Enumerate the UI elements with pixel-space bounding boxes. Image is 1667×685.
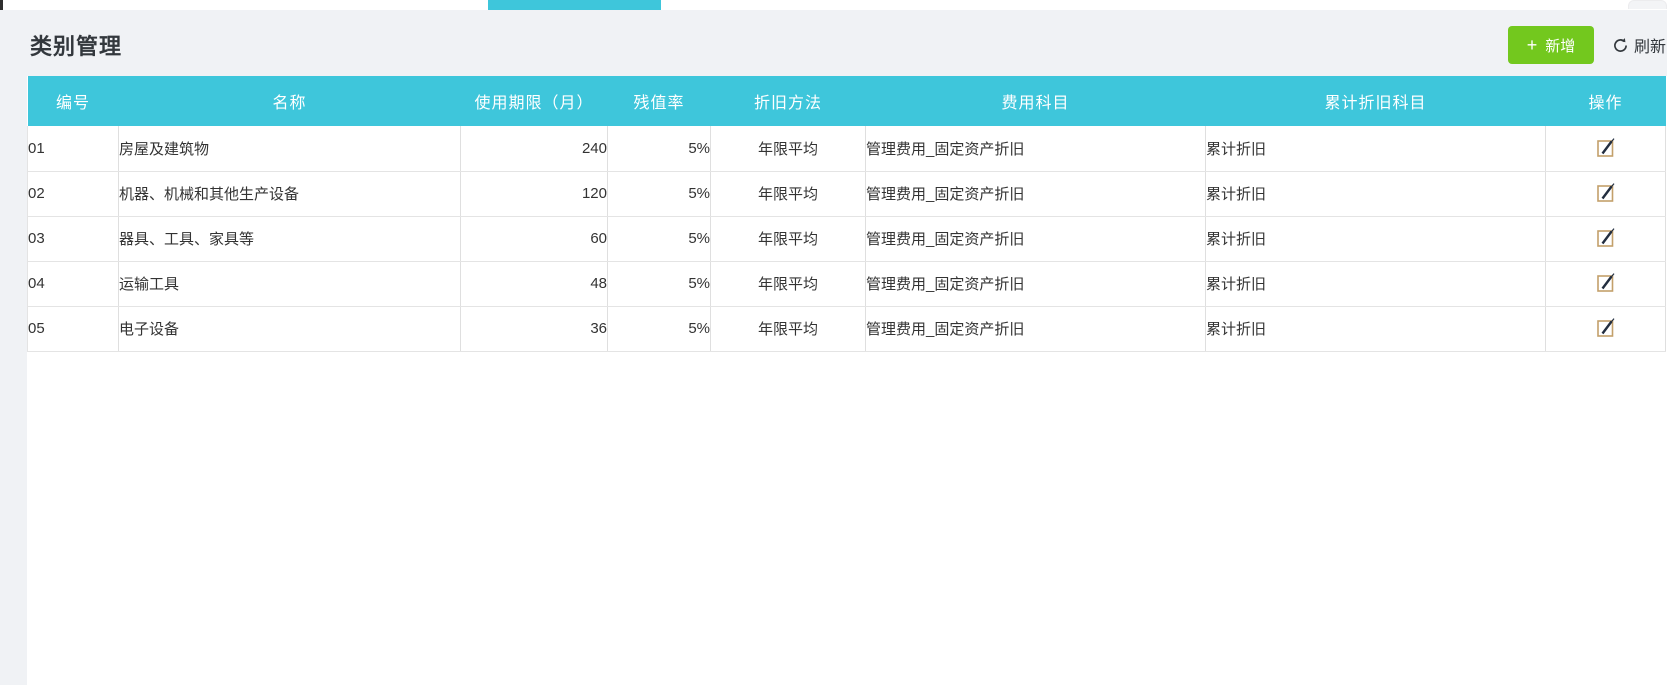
column-header-name: 名称 — [118, 76, 461, 126]
cell-name: 机器、机械和其他生产设备 — [118, 171, 461, 217]
cell-code: 01 — [27, 126, 119, 172]
cell-accum: 累计折旧 — [1205, 126, 1546, 172]
cell-life: 60 — [460, 216, 608, 262]
cell-residual: 5% — [607, 171, 711, 217]
edit-icon — [1596, 273, 1616, 296]
top-bar — [0, 0, 1667, 10]
refresh-label: 刷新 — [1634, 39, 1667, 56]
cell-name: 器具、工具、家具等 — [118, 216, 461, 262]
page-title: 类别管理 — [30, 34, 123, 59]
topbar-left-sliver — [0, 0, 3, 10]
edit-icon — [1596, 183, 1616, 206]
edit-button[interactable] — [1592, 225, 1620, 250]
cell-life: 48 — [460, 261, 608, 307]
table-row: 05 电子设备 36 5% 年限平均 管理费用_固定资产折旧 累计折旧 — [27, 306, 1666, 352]
refresh-icon — [1612, 37, 1629, 54]
cell-name: 运输工具 — [118, 261, 461, 307]
edit-button[interactable] — [1592, 270, 1620, 295]
table-row: 01 房屋及建筑物 240 5% 年限平均 管理费用_固定资产折旧 累计折旧 — [27, 126, 1666, 172]
cell-residual: 5% — [607, 261, 711, 307]
cell-method: 年限平均 — [710, 216, 866, 262]
cell-life: 240 — [460, 126, 608, 172]
cell-code: 05 — [27, 306, 119, 352]
cell-accum: 累计折旧 — [1205, 171, 1546, 217]
column-header-action: 操作 — [1545, 76, 1666, 126]
cell-code: 04 — [27, 261, 119, 307]
edit-button[interactable] — [1592, 180, 1620, 205]
category-table: 编号 名称 使用期限（月） 残值率 折旧方法 费用科目 累计折旧科目 操作 01… — [27, 76, 1666, 352]
column-header-code: 编号 — [27, 76, 119, 126]
edit-icon — [1596, 318, 1616, 341]
cell-name: 电子设备 — [118, 306, 461, 352]
cell-code: 03 — [27, 216, 119, 262]
cell-method: 年限平均 — [710, 306, 866, 352]
cell-life: 120 — [460, 171, 608, 217]
table-row: 03 器具、工具、家具等 60 5% 年限平均 管理费用_固定资产折旧 累计折旧 — [27, 216, 1666, 262]
column-header-life: 使用期限（月） — [460, 76, 608, 126]
plus-icon: + — [1526, 35, 1538, 55]
table-header-row: 编号 名称 使用期限（月） 残值率 折旧方法 费用科目 累计折旧科目 操作 — [27, 76, 1666, 126]
table-row: 02 机器、机械和其他生产设备 120 5% 年限平均 管理费用_固定资产折旧 … — [27, 171, 1666, 217]
edit-button[interactable] — [1592, 315, 1620, 340]
cell-life: 36 — [460, 306, 608, 352]
content-card: 编号 名称 使用期限（月） 残值率 折旧方法 费用科目 累计折旧科目 操作 01… — [27, 76, 1667, 685]
topbar-active-tab-indicator — [488, 0, 661, 10]
edit-icon — [1596, 137, 1616, 161]
column-header-method: 折旧方法 — [710, 76, 866, 126]
table-row: 04 运输工具 48 5% 年限平均 管理费用_固定资产折旧 累计折旧 — [27, 261, 1666, 307]
column-header-accum: 累计折旧科目 — [1205, 76, 1546, 126]
cell-expense: 管理费用_固定资产折旧 — [865, 306, 1206, 352]
column-header-expense: 费用科目 — [865, 76, 1206, 126]
add-button-label: 新增 — [1545, 37, 1576, 55]
cell-expense: 管理费用_固定资产折旧 — [865, 261, 1206, 307]
cell-method: 年限平均 — [710, 126, 866, 172]
cell-accum: 累计折旧 — [1205, 261, 1546, 307]
cell-expense: 管理费用_固定资产折旧 — [865, 216, 1206, 262]
cell-code: 02 — [27, 171, 119, 217]
cell-name: 房屋及建筑物 — [118, 126, 461, 172]
topbar-right-tab-remnant — [1628, 0, 1667, 9]
refresh-button[interactable]: 刷新 — [1612, 34, 1666, 56]
cell-method: 年限平均 — [710, 261, 866, 307]
cell-accum: 累计折旧 — [1205, 216, 1546, 262]
add-button[interactable]: + 新增 — [1508, 26, 1594, 64]
column-header-residual: 残值率 — [607, 76, 711, 126]
cell-method: 年限平均 — [710, 171, 866, 217]
edit-icon — [1596, 228, 1616, 251]
cell-residual: 5% — [607, 216, 711, 262]
cell-expense: 管理费用_固定资产折旧 — [865, 171, 1206, 217]
edit-button[interactable] — [1592, 135, 1620, 160]
cell-expense: 管理费用_固定资产折旧 — [865, 126, 1206, 172]
cell-residual: 5% — [607, 306, 711, 352]
cell-accum: 累计折旧 — [1205, 306, 1546, 352]
cell-residual: 5% — [607, 126, 711, 172]
